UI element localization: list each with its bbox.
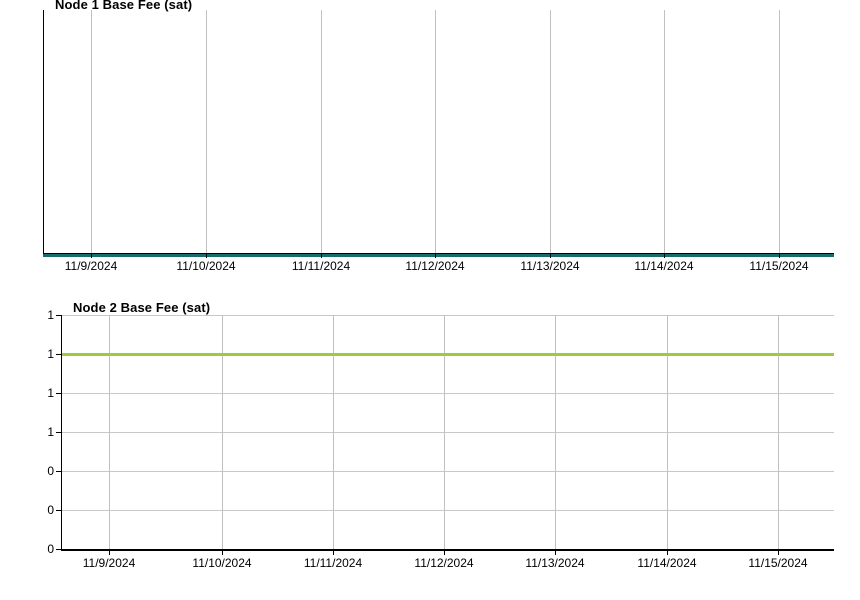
- gridline-horizontal: [61, 432, 834, 433]
- y-tick-label: 1: [47, 425, 54, 439]
- y-axis-line-node-2: [61, 315, 62, 550]
- x-tick-mark: [444, 551, 445, 555]
- x-tick-mark: [206, 254, 207, 258]
- y-tick-mark: [56, 432, 61, 433]
- gridline-horizontal: [61, 393, 834, 394]
- gridline-vertical: [91, 10, 92, 254]
- x-tick-mark: [664, 254, 665, 258]
- x-tick-label: 11/12/2024: [405, 259, 465, 273]
- gridline-vertical: [109, 315, 110, 549]
- x-tick-label: 11/13/2024: [525, 556, 585, 570]
- x-tick-mark: [91, 254, 92, 258]
- gridline-vertical: [779, 10, 780, 254]
- chart-title-node-1: Node 1 Base Fee (sat): [55, 0, 193, 12]
- chart-title-node-2: Node 2 Base Fee (sat): [73, 300, 211, 315]
- x-tick-label: 11/10/2024: [176, 259, 236, 273]
- x-tick-mark: [550, 254, 551, 258]
- x-tick-mark: [109, 551, 110, 555]
- chart-panel-node-1: Node 1 Base Fee (sat) 11/9/2024 11/10/20…: [0, 0, 860, 296]
- plot-area-node-2: 1 1 1 1 0 0 0 11/9/2024 11/10/2024 11/11…: [47, 309, 834, 569]
- x-tick-label: 11/9/2024: [82, 556, 136, 570]
- gridline-vertical: [664, 10, 665, 254]
- gridline-horizontal: [61, 471, 834, 472]
- y-tick-label: 0: [47, 464, 54, 478]
- y-tick-mark: [56, 354, 61, 355]
- y-tick-mark: [56, 393, 61, 394]
- y-tick-mark: [56, 315, 61, 316]
- y-tick-label: 1: [47, 386, 54, 400]
- x-tick-mark: [222, 551, 223, 555]
- x-tick-mark: [333, 551, 334, 555]
- x-tick-mark: [321, 254, 322, 258]
- series-line-node-2-base-fee: [61, 353, 834, 356]
- y-tick-label: 0: [47, 503, 54, 517]
- x-tick-label: 11/11/2024: [303, 556, 363, 570]
- x-tick-mark: [555, 551, 556, 555]
- y-tick-label: 1: [47, 347, 54, 361]
- x-tick-mark: [435, 254, 436, 258]
- x-tick-mark: [779, 254, 780, 258]
- gridline-horizontal: [61, 510, 834, 511]
- gridline-vertical: [222, 315, 223, 549]
- x-tick-label: 11/15/2024: [749, 259, 809, 273]
- x-tick-mark: [778, 551, 779, 555]
- gridline-vertical: [206, 10, 207, 254]
- y-tick-label: 1: [47, 308, 54, 322]
- x-axis-line-node-2: [61, 549, 834, 551]
- series-line-node-1-base-fee: [43, 254, 834, 257]
- y-tick-mark: [56, 510, 61, 511]
- x-tick-label: 11/14/2024: [637, 556, 697, 570]
- x-tick-label: 11/14/2024: [634, 259, 694, 273]
- x-tick-label: 11/11/2024: [291, 259, 351, 273]
- gridline-vertical: [444, 315, 445, 549]
- x-tick-label: 11/12/2024: [414, 556, 474, 570]
- gridline-vertical: [778, 315, 779, 549]
- gridline-vertical: [321, 10, 322, 254]
- y-axis-line-node-1: [43, 10, 44, 254]
- gridline-vertical: [555, 315, 556, 549]
- gridline-vertical: [550, 10, 551, 254]
- gridline-vertical: [435, 10, 436, 254]
- x-tick-label: 11/10/2024: [192, 556, 252, 570]
- x-tick-label: 11/13/2024: [520, 259, 580, 273]
- plot-area-node-1: 11/9/2024 11/10/2024 11/11/2024 11/12/20…: [43, 10, 834, 272]
- chart-panel-node-2: Node 2 Base Fee (sat) 1 1 1: [0, 296, 860, 600]
- x-axis-line-node-1: [43, 253, 834, 254]
- y-tick-mark: [56, 549, 61, 550]
- y-tick-label: 0: [47, 542, 54, 556]
- gridline-vertical: [667, 315, 668, 549]
- y-tick-mark: [56, 471, 61, 472]
- x-tick-mark: [667, 551, 668, 555]
- gridline-horizontal: [61, 315, 834, 316]
- x-tick-label: 11/9/2024: [64, 259, 118, 273]
- gridline-vertical: [333, 315, 334, 549]
- x-tick-label: 11/15/2024: [748, 556, 808, 570]
